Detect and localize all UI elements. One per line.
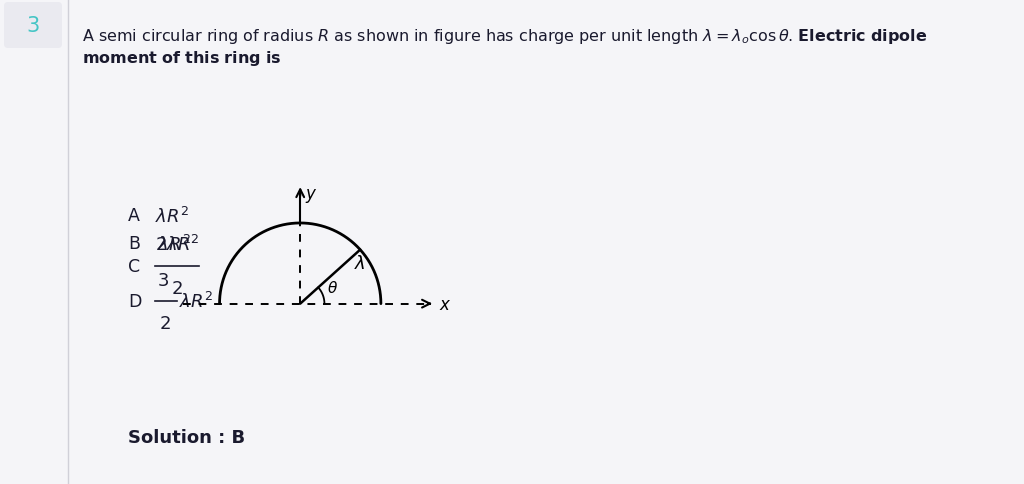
Text: $2\lambda R^2$: $2\lambda R^2$ [155, 235, 200, 255]
Text: C: C [128, 257, 140, 275]
Text: B: B [128, 235, 140, 253]
Text: $\lambda R^2$: $\lambda R^2$ [155, 207, 189, 227]
Text: 3: 3 [27, 16, 40, 36]
Text: $2$: $2$ [159, 314, 171, 333]
Text: $\lambda R^2$: $\lambda R^2$ [179, 291, 213, 311]
Text: $2$: $2$ [171, 279, 182, 297]
Text: $\theta$: $\theta$ [327, 279, 338, 295]
Text: $3$: $3$ [157, 272, 169, 289]
Text: A: A [128, 207, 140, 225]
Text: y: y [305, 185, 315, 203]
Text: $\mathbf{moment\ of\ this\ ring\ is}$: $\mathbf{moment\ of\ this\ ring\ is}$ [82, 49, 282, 68]
Text: A semi circular ring of radius $R$ as shown in figure has charge per unit length: A semi circular ring of radius $R$ as sh… [82, 27, 928, 46]
Text: x: x [439, 295, 450, 313]
Text: $\lambda$: $\lambda$ [354, 255, 366, 272]
Text: Solution : B: Solution : B [128, 428, 245, 446]
FancyBboxPatch shape [4, 3, 62, 49]
Text: D: D [128, 292, 141, 310]
Text: $\lambda R^2$: $\lambda R^2$ [157, 234, 190, 255]
